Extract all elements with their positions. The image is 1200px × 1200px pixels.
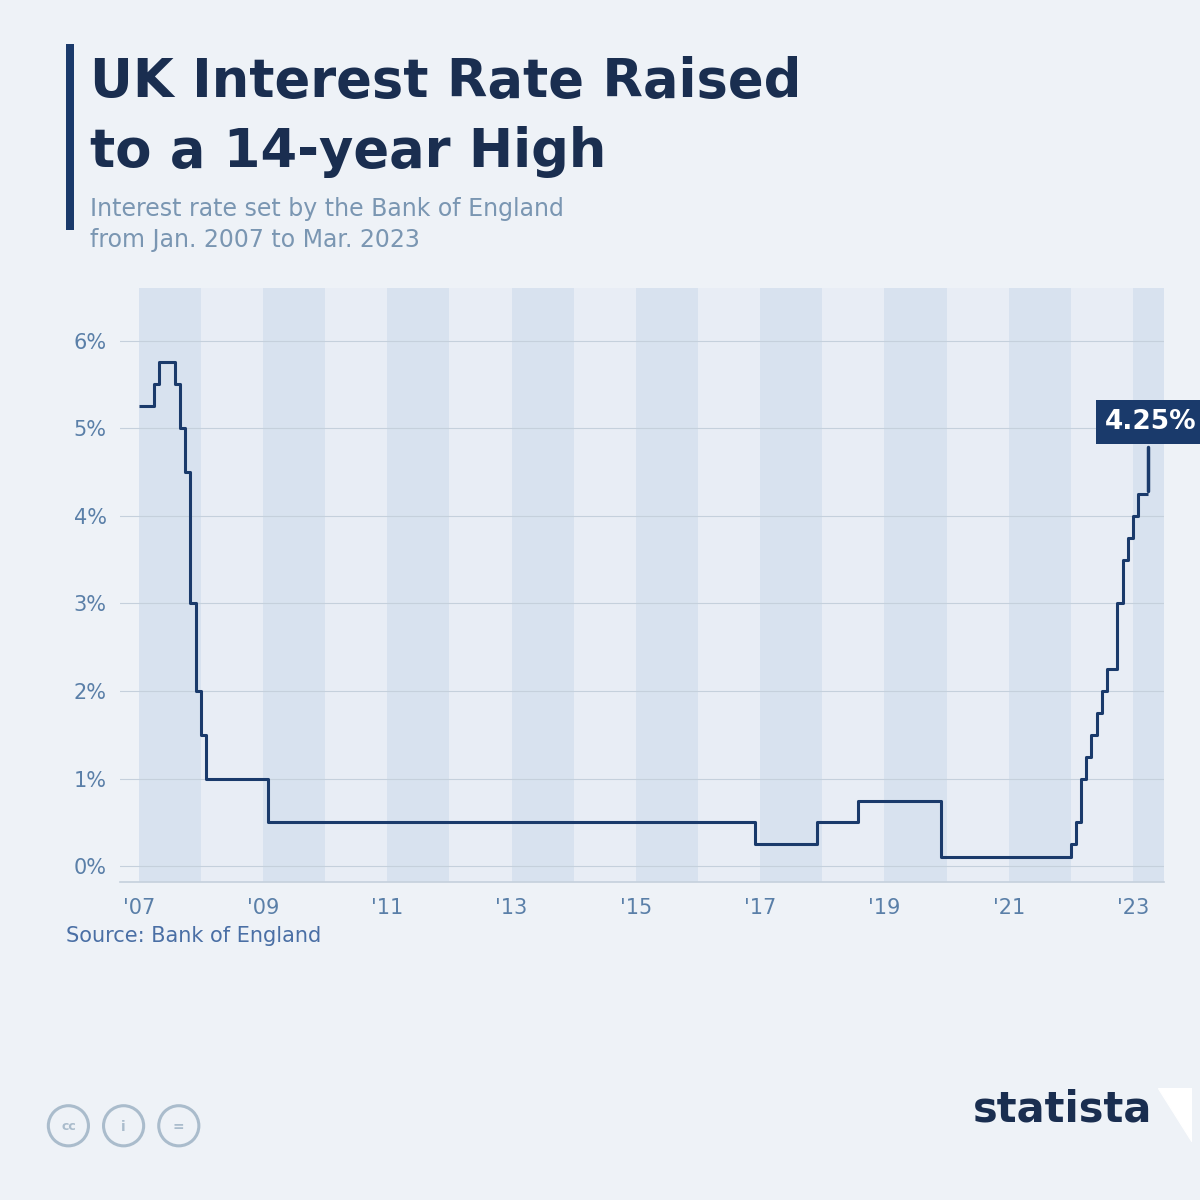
Text: =: = bbox=[173, 1120, 185, 1134]
Text: Source: Bank of England: Source: Bank of England bbox=[66, 926, 322, 947]
Bar bbox=[636, 288, 698, 882]
Bar bbox=[698, 288, 760, 882]
Bar bbox=[1009, 288, 1070, 882]
Bar bbox=[822, 288, 884, 882]
Bar bbox=[139, 288, 200, 882]
Bar bbox=[388, 288, 449, 882]
Text: to a 14-year High: to a 14-year High bbox=[90, 126, 606, 178]
Text: i: i bbox=[121, 1120, 126, 1134]
Bar bbox=[884, 288, 947, 882]
Bar bbox=[325, 288, 388, 882]
Text: 4.25%: 4.25% bbox=[1105, 409, 1196, 491]
Bar bbox=[511, 288, 574, 882]
Bar bbox=[1070, 288, 1133, 882]
Bar bbox=[947, 288, 1009, 882]
Text: UK Interest Rate Raised: UK Interest Rate Raised bbox=[90, 56, 802, 108]
Text: Interest rate set by the Bank of England: Interest rate set by the Bank of England bbox=[90, 197, 564, 221]
Bar bbox=[449, 288, 511, 882]
Text: from Jan. 2007 to Mar. 2023: from Jan. 2007 to Mar. 2023 bbox=[90, 228, 420, 252]
Bar bbox=[760, 288, 822, 882]
Text: cc: cc bbox=[61, 1121, 76, 1134]
Bar bbox=[1133, 288, 1164, 882]
Bar bbox=[263, 288, 325, 882]
Bar bbox=[574, 288, 636, 882]
Bar bbox=[200, 288, 263, 882]
Polygon shape bbox=[1158, 1088, 1192, 1142]
Text: statista: statista bbox=[973, 1090, 1152, 1130]
